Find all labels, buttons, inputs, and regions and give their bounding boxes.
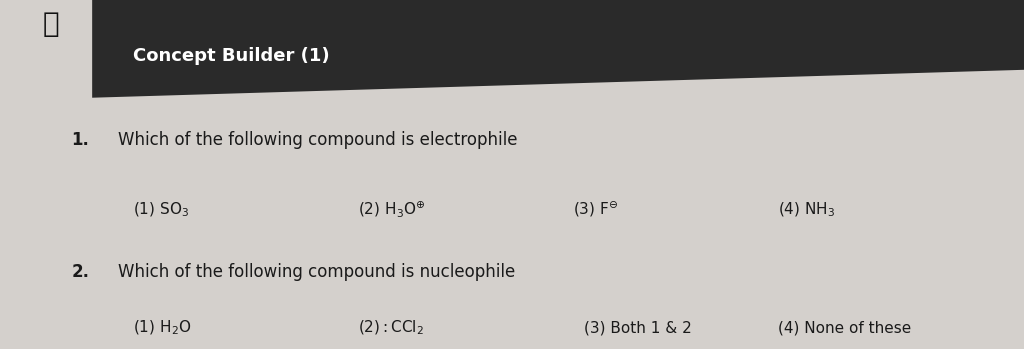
Text: $(4)\ \mathregular{NH_3}$: $(4)\ \mathregular{NH_3}$ xyxy=(778,200,836,218)
Text: $(2)\ \mathregular{H_3O^{\oplus}}$: $(2)\ \mathregular{H_3O^{\oplus}}$ xyxy=(358,200,426,219)
Text: $(1)\ \mathregular{SO_3}$: $(1)\ \mathregular{SO_3}$ xyxy=(133,200,189,218)
Text: Which of the following compound is electrophile: Which of the following compound is elect… xyxy=(118,131,517,149)
Text: $(2){:}\mathregular{CCl_2}$: $(2){:}\mathregular{CCl_2}$ xyxy=(358,319,424,337)
Text: (3) Both 1 & 2: (3) Both 1 & 2 xyxy=(584,321,691,335)
Text: Concept Builder (1): Concept Builder (1) xyxy=(133,47,330,65)
Text: (4) None of these: (4) None of these xyxy=(778,321,911,335)
Polygon shape xyxy=(92,0,1024,98)
Text: $(3)\ \mathregular{F^{\ominus}}$: $(3)\ \mathregular{F^{\ominus}}$ xyxy=(573,200,618,219)
Text: ⧖: ⧖ xyxy=(43,10,59,38)
Text: 1.: 1. xyxy=(72,131,89,149)
Text: 2.: 2. xyxy=(72,263,90,281)
Text: Which of the following compound is nucleophile: Which of the following compound is nucle… xyxy=(118,263,515,281)
Text: $(1)\ \mathregular{H_2O}$: $(1)\ \mathregular{H_2O}$ xyxy=(133,319,191,337)
